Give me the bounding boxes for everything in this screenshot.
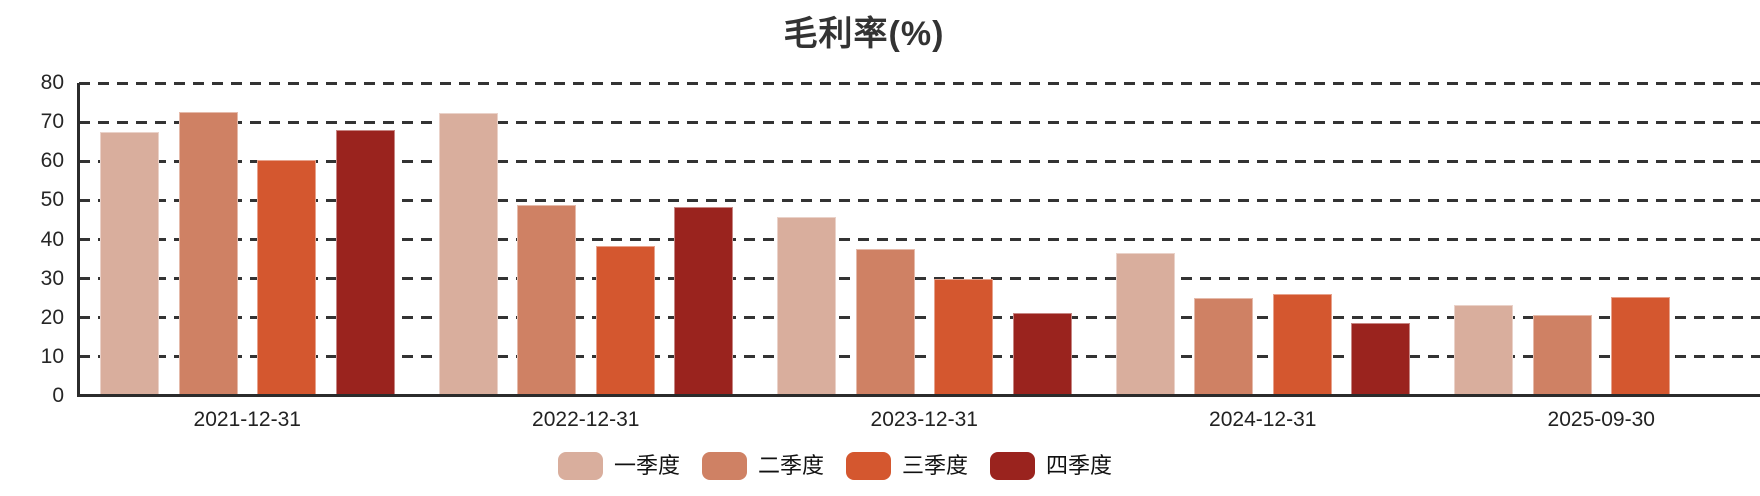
bar-2024-12-31-二季度[interactable] [1194, 298, 1253, 396]
legend-swatch-icon [990, 452, 1036, 480]
y-axis-line [77, 83, 80, 397]
bar-2022-12-31-二季度[interactable] [517, 205, 576, 396]
bar-2024-12-31-三季度[interactable] [1272, 293, 1332, 396]
x-tick-label-2021-12-31: 2021-12-31 [193, 408, 301, 431]
bar-2022-12-31-四季度[interactable] [674, 206, 733, 396]
gridline-50 [79, 198, 1760, 202]
bar-2022-12-31-三季度[interactable] [595, 245, 655, 396]
gridline-40 [79, 238, 1760, 241]
y-tick-label-70: 70 [40, 110, 64, 134]
bar-2025-09-30-一季度[interactable] [1454, 305, 1513, 396]
gridline-80 [79, 81, 1760, 85]
legend: 一季度 二季度 三季度 四季度 [0, 452, 1715, 480]
x-tick-label-2023-12-31: 2023-12-31 [870, 408, 978, 431]
legend-label: 二季度 [757, 453, 824, 478]
legend-item-四季度[interactable]: 四季度 [990, 452, 1112, 480]
legend-label: 三季度 [902, 453, 969, 478]
bar-2021-12-31-二季度[interactable] [178, 112, 238, 396]
y-tick-label-20: 20 [40, 305, 64, 329]
legend-item-一季度[interactable]: 一季度 [557, 452, 680, 480]
bar-2023-12-31-三季度[interactable] [934, 279, 993, 396]
bar-2021-12-31-四季度[interactable] [335, 129, 395, 396]
y-tick-label-60: 60 [40, 149, 64, 173]
bar-2024-12-31-四季度[interactable] [1351, 323, 1410, 396]
bar-2021-12-31-三季度[interactable] [257, 160, 316, 396]
bar-2022-12-31-一季度[interactable] [438, 112, 498, 396]
y-tick-label-40: 40 [40, 227, 64, 251]
x-tick-label-2022-12-31: 2022-12-31 [532, 408, 640, 431]
bar-2023-12-31-一季度[interactable] [777, 216, 836, 396]
legend-swatch-icon [846, 452, 891, 480]
x-tick-label-2025-09-30: 2025-09-30 [1547, 408, 1655, 431]
legend-item-二季度[interactable]: 二季度 [701, 452, 824, 480]
bar-2025-09-30-三季度[interactable] [1611, 297, 1670, 396]
bar-2025-09-30-二季度[interactable] [1532, 314, 1592, 396]
y-tick-label-10: 10 [40, 344, 64, 368]
plot-area [79, 81, 1760, 396]
y-tick-label-50: 50 [40, 188, 64, 212]
gridline-20 [79, 316, 1760, 320]
bar-2021-12-31-一季度[interactable] [100, 131, 159, 396]
y-tick-label-0: 0 [52, 384, 64, 407]
y-tick-label-30: 30 [40, 266, 64, 290]
gridline-60 [79, 159, 1760, 163]
gridline-30 [79, 277, 1760, 281]
legend-label: 四季度 [1046, 453, 1113, 478]
gridline-70 [79, 120, 1760, 124]
gridline-10 [79, 355, 1760, 359]
bar-2024-12-31-一季度[interactable] [1115, 253, 1175, 396]
legend-swatch-icon [701, 452, 747, 480]
legend-swatch-icon [557, 452, 603, 480]
x-axis-line [77, 394, 1760, 397]
y-tick-label-80: 80 [40, 71, 64, 94]
chart-title: 毛利率(%) [783, 15, 945, 53]
legend-item-三季度[interactable]: 三季度 [846, 452, 968, 480]
bar-2023-12-31-四季度[interactable] [1012, 313, 1072, 396]
legend-label: 一季度 [613, 453, 680, 478]
bar-2023-12-31-二季度[interactable] [855, 248, 915, 396]
x-tick-label-2024-12-31: 2024-12-31 [1209, 408, 1317, 431]
